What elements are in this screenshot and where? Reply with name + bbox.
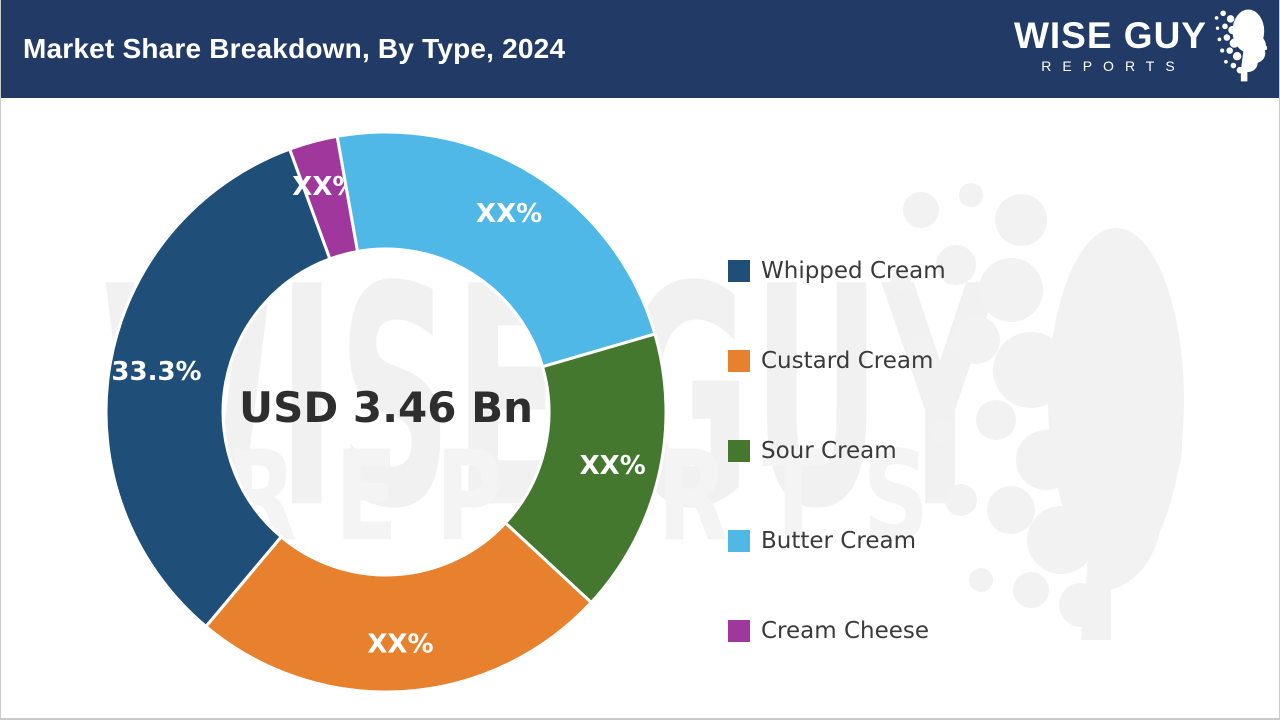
segment-percent-label-butter-cream: XX%	[476, 199, 542, 229]
legend-label: Butter Cream	[761, 528, 916, 554]
legend-item-butter-cream: Butter Cream	[728, 528, 946, 554]
legend-label: Custard Cream	[761, 348, 934, 374]
legend-item-cream-cheese: Cream Cheese	[728, 618, 946, 644]
page-title: Market Share Breakdown, By Type, 2024	[23, 33, 566, 64]
donut-segment-custard-cream	[204, 521, 593, 694]
watermark-face-icon	[891, 183, 1184, 640]
segment-percent-label-whipped-cream: 33.3%	[111, 357, 201, 387]
donut-chart: 33.3%XX%XX%XX%XX%	[104, 130, 668, 694]
donut-segment-whipped-cream	[104, 147, 332, 628]
header-bar: Market Share Breakdown, By Type, 2024 WI…	[1, 0, 1279, 98]
legend-item-whipped-cream: Whipped Cream	[728, 258, 946, 284]
legend-swatch-cream-cheese	[728, 620, 750, 642]
logo-face-icon	[1214, 9, 1267, 82]
chart-center-value: USD 3.46 Bn	[239, 383, 533, 432]
donut-segment-sour-cream	[503, 332, 668, 605]
donut-segment-butter-cream	[335, 130, 657, 369]
segment-percent-label-custard-cream: XX%	[367, 630, 433, 660]
legend-swatch-butter-cream	[728, 530, 750, 552]
chart-legend: Whipped Cream Custard Cream Sour Cream Butt…	[728, 258, 946, 644]
wise-guy-logo: WISE GUY REPORTS	[1014, 6, 1267, 84]
legend-item-sour-cream: Sour Cream	[728, 438, 946, 464]
segment-percent-label-sour-cream: XX%	[580, 451, 646, 481]
logo-text: WISE GUY REPORTS	[1013, 15, 1207, 75]
legend-label: Cream Cheese	[761, 618, 930, 644]
legend-label: Whipped Cream	[761, 258, 946, 284]
legend-swatch-whipped-cream	[728, 260, 750, 282]
logo-wordmark: WISE GUY	[1013, 15, 1207, 56]
legend-swatch-custard-cream	[728, 350, 750, 372]
logo-reports-label: REPORTS	[1041, 58, 1186, 74]
legend-label: Sour Cream	[761, 438, 897, 464]
legend-swatch-sour-cream	[728, 440, 750, 462]
legend-item-custard-cream: Custard Cream	[728, 348, 946, 374]
